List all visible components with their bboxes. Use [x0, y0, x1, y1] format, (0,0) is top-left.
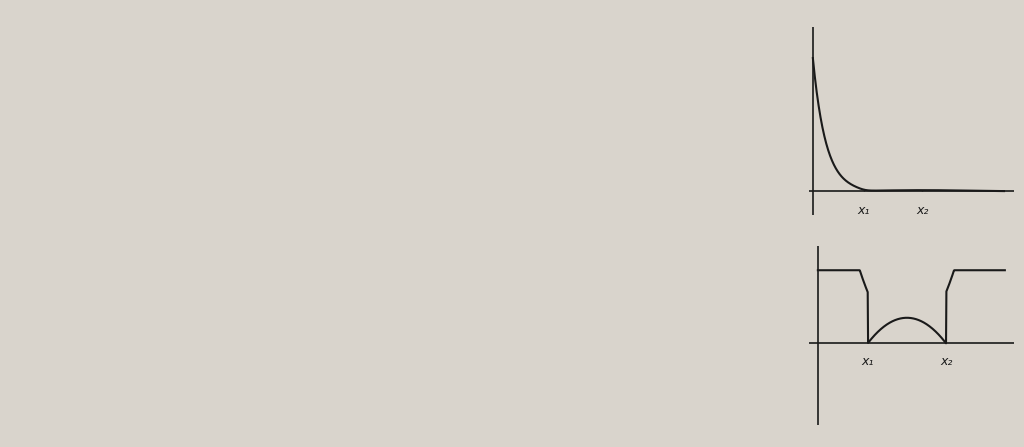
Text: x₁: x₁	[857, 204, 869, 217]
Text: x₁: x₁	[861, 355, 873, 368]
Text: x₂: x₂	[940, 355, 952, 368]
Text: x₂: x₂	[915, 204, 929, 217]
